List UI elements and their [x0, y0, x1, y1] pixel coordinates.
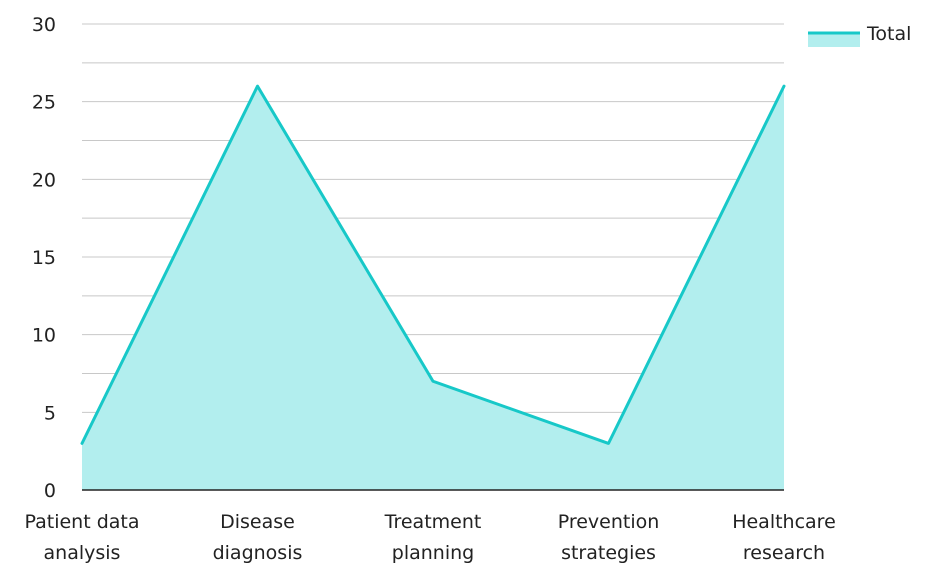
y-tick-label: 20	[32, 169, 56, 191]
y-tick-label: 30	[32, 14, 56, 36]
y-tick-label: 25	[32, 92, 56, 114]
y-tick-label: 5	[44, 402, 56, 424]
y-tick-label: 0	[44, 480, 56, 502]
y-tick-labels: 0 5 10 15 20 25 30	[32, 14, 56, 502]
legend: Total	[808, 23, 911, 47]
series-area-fill	[82, 86, 784, 490]
y-tick-label: 15	[32, 247, 56, 269]
y-tick-label: 10	[32, 325, 56, 347]
legend-label: Total	[866, 23, 911, 45]
legend-swatch-fill	[808, 33, 860, 47]
series-area	[82, 86, 784, 490]
